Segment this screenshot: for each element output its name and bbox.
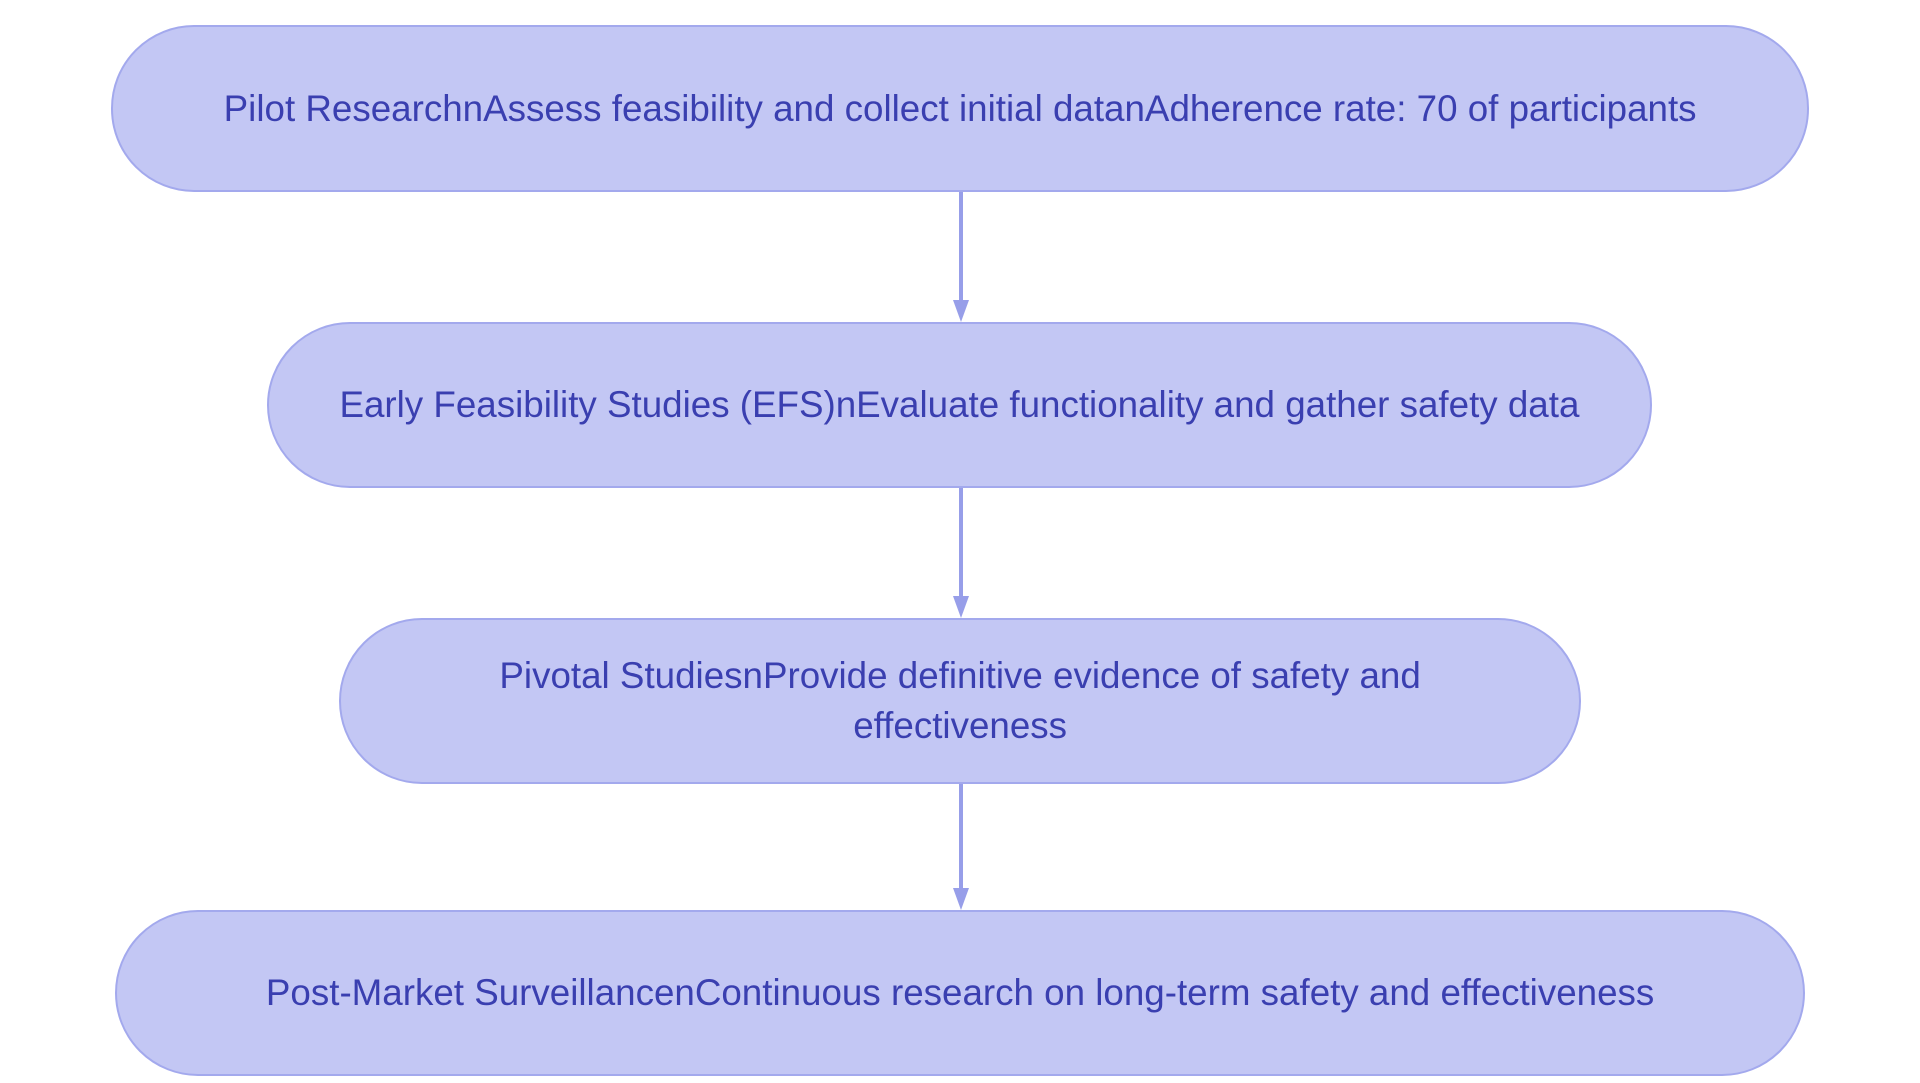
- arrow-3: [941, 784, 981, 910]
- node-efs: Early Feasibility Studies (EFS)nEvaluate…: [267, 322, 1653, 488]
- arrow-1: [941, 192, 981, 322]
- flowchart-container: Pilot ResearchnAssess feasibility and co…: [0, 0, 1920, 1083]
- node-post-market: Post-Market SurveillancenContinuous rese…: [115, 910, 1805, 1076]
- node-pilot-research: Pilot ResearchnAssess feasibility and co…: [111, 25, 1809, 191]
- arrow-2: [941, 488, 981, 618]
- node-pivotal-studies: Pivotal StudiesnProvide definitive evide…: [339, 618, 1581, 784]
